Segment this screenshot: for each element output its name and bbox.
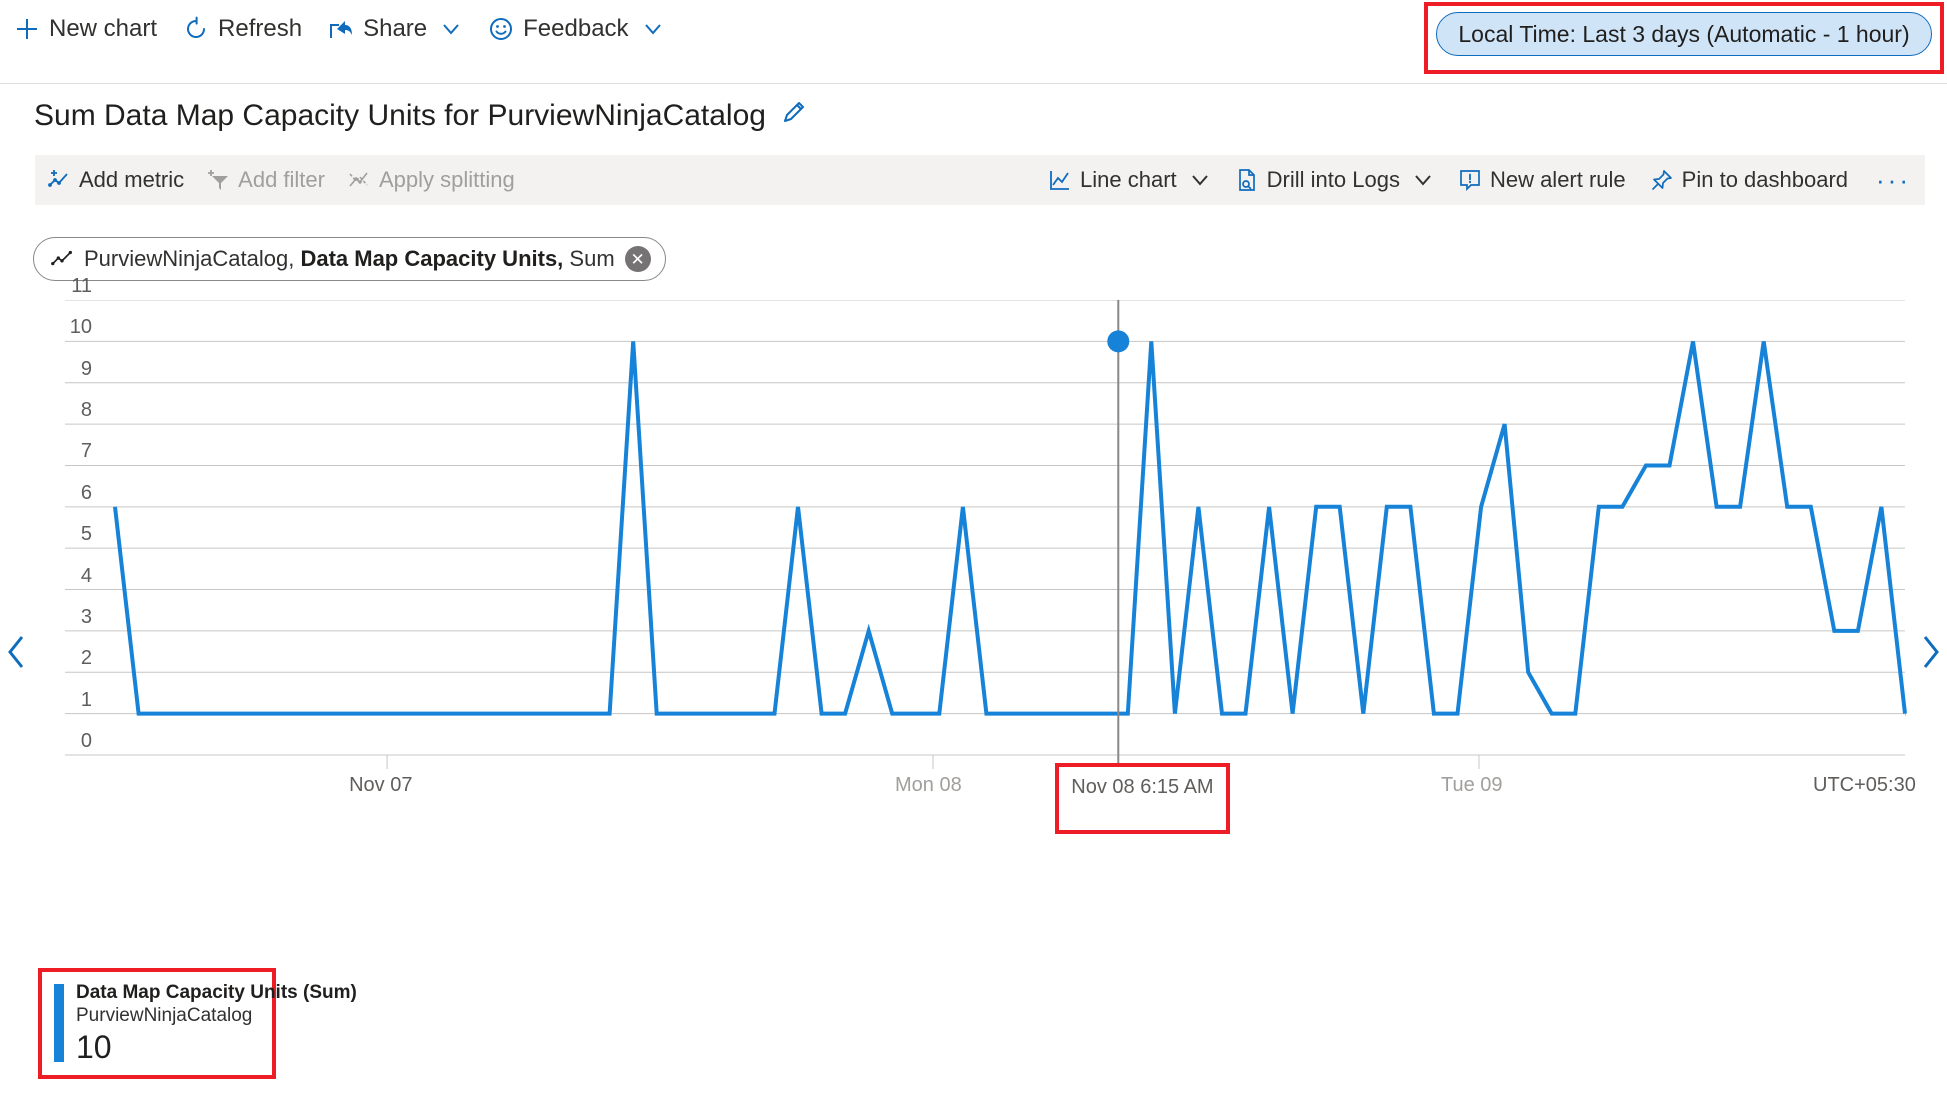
chart-region: 0 1 2 3 4 5 6 7 8 9 10 11 Nov 07 Mon 08 Tue 09 UTC+05:…: [0, 276, 1947, 1000]
metric-chip-text: PurviewNinjaCatalog, Data Map Capacity U…: [84, 246, 615, 272]
metrics-toolbar: Add metric Add filter Apply splittin: [35, 155, 1925, 205]
pin-to-dashboard-button[interactable]: Pin to dashboard: [1650, 168, 1848, 192]
pencil-icon[interactable]: [778, 98, 808, 133]
refresh-icon: [183, 16, 209, 42]
y-axis-tick: 7: [80, 440, 92, 463]
pin-to-dashboard-label: Pin to dashboard: [1681, 167, 1849, 192]
legend-title: Data Map Capacity Units (Sum): [76, 982, 357, 1003]
chevron-down-icon[interactable]: [1189, 169, 1211, 191]
pin-icon: [1650, 168, 1674, 192]
y-axis-tick: 4: [80, 564, 92, 587]
chart-type-button[interactable]: Line chart: [1048, 168, 1211, 192]
drill-into-logs-button[interactable]: Drill into Logs: [1235, 168, 1434, 192]
share-icon: [328, 16, 354, 42]
apply-splitting-button[interactable]: Apply splitting: [347, 168, 515, 192]
apply-splitting-label: Apply splitting: [378, 167, 515, 192]
chart-legend: Data Map Capacity Units (Sum) PurviewNin…: [38, 968, 357, 1079]
share-label: Share: [363, 15, 428, 42]
y-axis-tick: 10: [69, 316, 92, 339]
y-axis-tick: 5: [80, 523, 92, 546]
command-bar-buttons: New chart Refresh Share: [14, 16, 664, 42]
y-axis-tick: 1: [80, 688, 92, 711]
chip-metric: Data Map Capacity Units,: [300, 246, 564, 271]
chart-title-row: Sum Data Map Capacity Units for PurviewN…: [34, 98, 808, 133]
legend-value: 10: [76, 1028, 112, 1065]
legend-text: Data Map Capacity Units (Sum) PurviewNin…: [76, 982, 357, 1065]
toolbar-right-group: Line chart Drill into Logs: [1048, 167, 1915, 193]
chart-type-label: Line chart: [1080, 167, 1177, 192]
drill-into-logs-label: Drill into Logs: [1266, 167, 1400, 192]
plus-icon: [14, 16, 40, 42]
y-axis-tick: 8: [80, 399, 92, 422]
command-bar: New chart Refresh Share: [0, 0, 1947, 84]
x-axis-tick: Tue 09: [1440, 774, 1503, 796]
y-axis-tick: 2: [80, 647, 92, 670]
new-alert-rule-button[interactable]: New alert rule: [1458, 168, 1626, 192]
chip-aggregation: Sum: [569, 246, 615, 271]
metric-chip[interactable]: PurviewNinjaCatalog, Data Map Capacity U…: [33, 237, 666, 281]
drill-logs-icon: [1235, 168, 1259, 192]
y-axis-tick: 0: [80, 730, 92, 752]
refresh-label: Refresh: [218, 15, 303, 42]
feedback-button[interactable]: Feedback: [488, 16, 663, 42]
add-metric-icon: [47, 168, 71, 192]
close-icon[interactable]: ✕: [624, 246, 651, 272]
smiley-icon: [488, 16, 514, 42]
highlighted-time-label: Nov 08 6:15 AM: [1071, 776, 1214, 798]
y-axis-tick: 11: [71, 275, 92, 297]
add-metric-button[interactable]: Add metric: [47, 168, 184, 192]
legend-color-swatch: [54, 984, 64, 1062]
chevron-left-icon[interactable]: [0, 630, 34, 674]
x-axis-tick: Nov 07: [349, 774, 413, 796]
page-title: Sum Data Map Capacity Units for PurviewN…: [34, 98, 766, 132]
x-axis-labels: Nov 07 Mon 08 Tue 09 UTC+05:30 Nov 08 6:15 A…: [0, 300, 1947, 1000]
chevron-down-icon[interactable]: [642, 18, 664, 40]
chevron-down-icon[interactable]: [1412, 169, 1434, 191]
refresh-button[interactable]: Refresh: [183, 16, 302, 42]
toolbar-left-group: Add metric Add filter Apply splittin: [47, 168, 515, 192]
legend-subtitle: PurviewNinjaCatalog: [76, 1004, 253, 1026]
highlighted-time-annotation: Nov 08 6:15 AM: [1055, 763, 1230, 834]
alert-rule-icon: [1458, 168, 1482, 192]
chevron-down-icon[interactable]: [440, 18, 462, 40]
y-axis-labels: 0 1 2 3 4 5 6 7 8 9 10 11: [0, 276, 1947, 1000]
share-button[interactable]: Share: [328, 16, 462, 42]
y-axis-tick: 6: [80, 481, 92, 504]
line-chart-icon: [1048, 168, 1072, 192]
new-chart-label: New chart: [49, 15, 158, 42]
chevron-right-icon[interactable]: [1913, 630, 1947, 674]
add-filter-label: Add filter: [238, 167, 325, 192]
timezone-label: UTC+05:30: [1813, 774, 1916, 796]
time-range-annotation: Local Time: Last 3 days (Automatic - 1 h…: [1424, 2, 1944, 74]
time-range-picker[interactable]: Local Time: Last 3 days (Automatic - 1 h…: [1436, 12, 1932, 56]
new-alert-rule-label: New alert rule: [1489, 167, 1626, 192]
chip-scope: PurviewNinjaCatalog,: [84, 246, 295, 271]
metrics-line-chart[interactable]: [0, 300, 1947, 1000]
apply-splitting-icon: [347, 168, 371, 192]
line-metric-icon: [50, 247, 74, 271]
add-filter-button[interactable]: Add filter: [206, 168, 325, 192]
more-options-button[interactable]: ···: [1876, 165, 1911, 195]
y-axis-tick: 9: [80, 357, 92, 380]
x-axis-tick: Mon 08: [895, 774, 962, 796]
add-filter-icon: [206, 168, 230, 192]
new-chart-button[interactable]: New chart: [14, 16, 157, 42]
feedback-label: Feedback: [523, 15, 629, 42]
add-metric-label: Add metric: [79, 167, 185, 192]
y-axis-tick: 3: [80, 605, 92, 628]
